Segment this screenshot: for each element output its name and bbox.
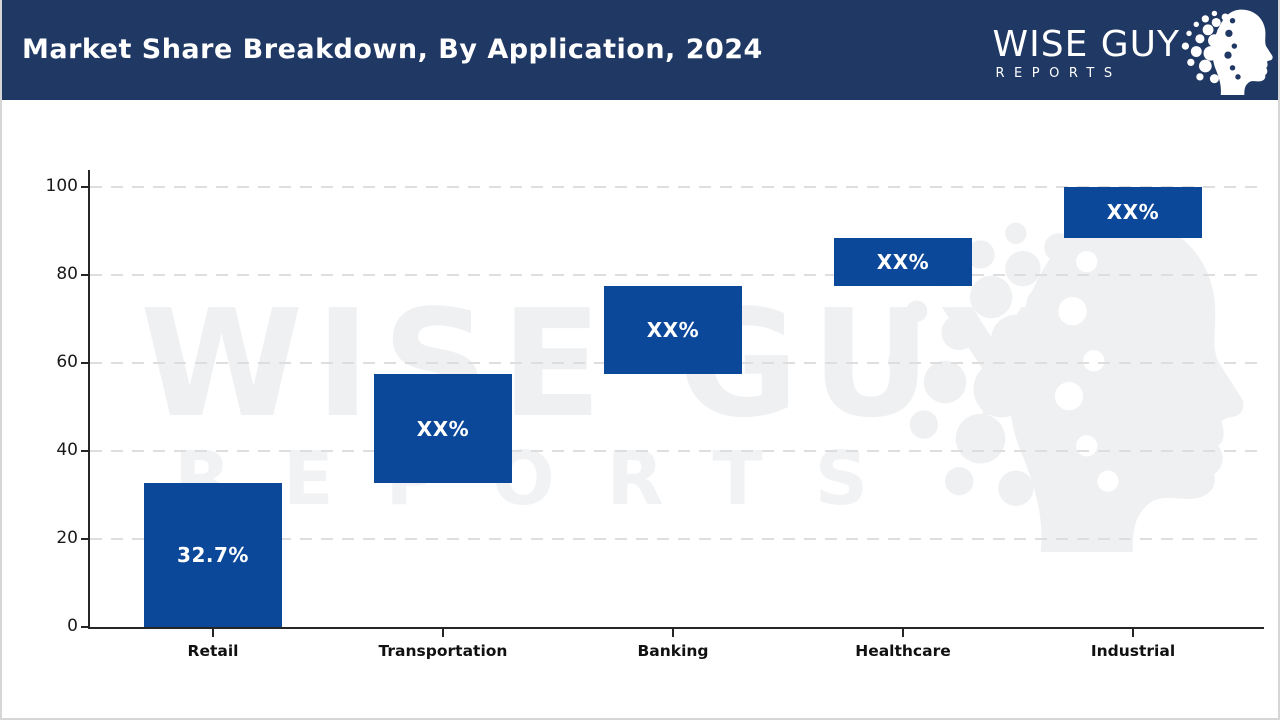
x-tick-label: Retail: [187, 642, 239, 660]
chart-title: Market Share Breakdown, By Application, …: [22, 34, 763, 65]
bar-value-label: XX%: [646, 318, 700, 342]
y-tick-mark: [81, 450, 89, 452]
y-tick-mark: [81, 626, 89, 628]
logo-wordmark: WISE GUY: [992, 24, 1180, 65]
y-tick-label: 80: [56, 264, 78, 284]
y-tick-label: 100: [45, 176, 78, 196]
gridline: [90, 186, 1264, 188]
y-tick-label: 40: [56, 440, 78, 460]
y-tick-mark: [81, 362, 89, 364]
x-tick-mark: [212, 629, 214, 637]
y-tick-mark: [81, 274, 89, 276]
bar-transportation: XX%: [374, 374, 512, 484]
x-tick-label: Industrial: [1090, 642, 1176, 660]
bar-value-label: XX%: [1106, 200, 1160, 225]
x-tick-mark: [1132, 629, 1134, 637]
x-tick-label: Banking: [637, 642, 709, 660]
y-tick-mark: [81, 186, 89, 188]
wiseguy-logo: WISE GUY REPORTS: [993, 4, 1278, 96]
header: Market Share Breakdown, By Application, …: [2, 0, 1278, 100]
logo-face-icon: [1181, 9, 1273, 95]
bar-value-label: 32.7%: [177, 543, 249, 568]
bar-retail: 32.7%: [144, 483, 282, 627]
gridline: [90, 538, 1264, 540]
y-tick-label: 0: [67, 616, 78, 636]
gridline: [90, 274, 1264, 276]
bar-industrial: XX%: [1064, 187, 1202, 238]
y-tick-mark: [81, 538, 89, 540]
x-tick-label: Healthcare: [855, 642, 951, 660]
x-tick-mark: [672, 629, 674, 637]
y-tick-label: 20: [56, 528, 78, 548]
x-tick-label: Transportation: [378, 642, 508, 660]
x-tick-mark: [442, 629, 444, 637]
logo-subtext: REPORTS: [995, 66, 1122, 81]
bar-value-label: XX%: [416, 416, 470, 441]
bar-healthcare: XX%: [834, 237, 972, 286]
bar-banking: XX%: [604, 286, 742, 374]
y-tick-label: 60: [56, 352, 78, 372]
y-axis-line: [88, 170, 90, 629]
x-tick-mark: [902, 629, 904, 637]
x-axis-line: [88, 627, 1264, 629]
gridline: [90, 450, 1264, 452]
bar-value-label: XX%: [876, 249, 930, 274]
watermark-subtext: REPORTS: [174, 436, 921, 522]
